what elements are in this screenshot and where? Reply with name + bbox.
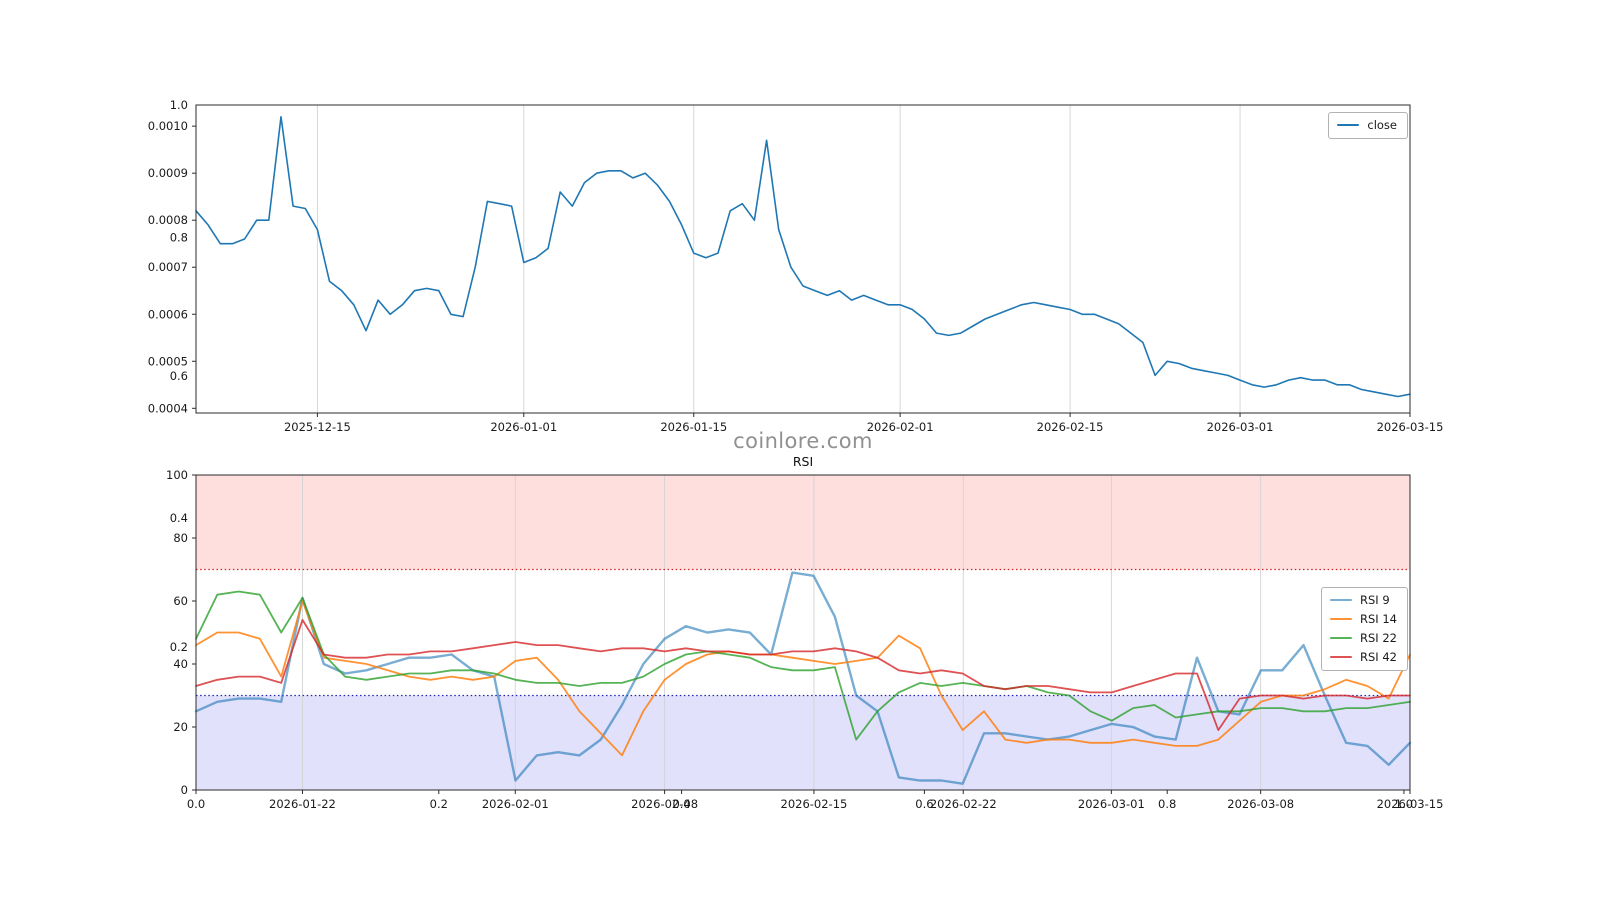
rsi-legend: RSI 9 RSI 14 RSI 22 RSI 42 xyxy=(1321,587,1408,671)
y-tick-label: 0.0007 xyxy=(148,260,188,274)
stray-y-tick-label: 0.2 xyxy=(170,640,188,654)
y-tick-label: 0.0010 xyxy=(148,119,188,133)
y-tick-label: 80 xyxy=(173,531,188,545)
x-tick-label: 0.4 xyxy=(672,797,690,811)
x-tick-label: 0.2 xyxy=(430,797,448,811)
rsi-chart-title: RSI xyxy=(792,454,814,469)
x-tick-label: 2026-03-15 xyxy=(1377,797,1444,811)
legend-line-sample xyxy=(1330,598,1353,602)
x-tick-label: 2026-03-08 xyxy=(1227,797,1294,811)
x-tick-label: 2026-03-15 xyxy=(1377,420,1444,434)
legend-entry: close xyxy=(1337,118,1397,132)
legend-label: RSI 14 xyxy=(1360,612,1397,626)
x-tick-label: 2026-03-01 xyxy=(1207,420,1274,434)
y-tick-label: 0.0009 xyxy=(148,166,188,180)
stray-y-tick-label: 0.6 xyxy=(170,369,188,383)
legend-line-sample xyxy=(1330,656,1353,658)
legend-line-sample xyxy=(1337,124,1360,126)
series-rsi-42 xyxy=(195,619,1411,731)
x-tick-label: 0.8 xyxy=(1158,797,1176,811)
legend-entry: RSI 9 xyxy=(1330,593,1397,607)
x-tick-label: 2026-02-01 xyxy=(482,797,549,811)
y-tick-label: 60 xyxy=(173,594,188,608)
legend-label: RSI 9 xyxy=(1360,593,1390,607)
legend-entry: RSI 14 xyxy=(1330,612,1397,626)
watermark: coinlore.com xyxy=(733,429,873,453)
stray-y-tick-label: 0.8 xyxy=(170,230,188,244)
x-tick-label: 1.0 xyxy=(1395,797,1413,811)
legend-label: RSI 22 xyxy=(1360,631,1397,645)
price-legend: close xyxy=(1328,112,1408,139)
legend-line-sample xyxy=(1330,637,1353,639)
x-tick-label: 2026-02-01 xyxy=(867,420,934,434)
series-rsi-14 xyxy=(195,600,1411,757)
x-tick-label: 2026-02-08 xyxy=(631,797,698,811)
x-tick-label: 2026-03-01 xyxy=(1078,797,1145,811)
x-tick-label: 0.0 xyxy=(187,797,205,811)
series-rsi-22 xyxy=(195,590,1411,741)
threshold-band xyxy=(196,475,1410,570)
x-tick-label: 0.6 xyxy=(915,797,933,811)
plot-border xyxy=(195,104,1411,414)
series-close xyxy=(195,116,1411,398)
y-tick-label: 0.0006 xyxy=(148,307,188,321)
threshold-band xyxy=(196,695,1410,790)
y-tick-label: 100 xyxy=(166,468,188,482)
y-tick-label: 0.0008 xyxy=(148,213,188,227)
legend-entry: RSI 22 xyxy=(1330,631,1397,645)
x-tick-label: 2025-12-15 xyxy=(284,420,351,434)
y-tick-label: 20 xyxy=(173,720,188,734)
x-tick-label: 2026-02-22 xyxy=(930,797,997,811)
x-tick-label: 2026-02-15 xyxy=(781,797,848,811)
x-tick-label: 2026-01-22 xyxy=(269,797,336,811)
legend-label: RSI 42 xyxy=(1360,650,1397,664)
y-tick-label: 40 xyxy=(173,657,188,671)
y-tick-label: 0.0004 xyxy=(148,401,188,415)
stray-y-tick-label: 1.0 xyxy=(170,98,188,112)
legend-label: close xyxy=(1367,118,1397,132)
y-tick-label: 0.0005 xyxy=(148,354,188,368)
legend-entry: RSI 42 xyxy=(1330,650,1397,664)
y-tick-label: 0 xyxy=(181,783,188,797)
plot-border xyxy=(195,474,1411,791)
x-tick-label: 2026-02-15 xyxy=(1037,420,1104,434)
x-tick-label: 2026-01-01 xyxy=(490,420,557,434)
stray-y-tick-label: 0.4 xyxy=(170,511,188,525)
series-rsi-9 xyxy=(194,571,1412,785)
legend-line-sample xyxy=(1330,618,1353,620)
x-tick-label: 2026-01-15 xyxy=(660,420,727,434)
